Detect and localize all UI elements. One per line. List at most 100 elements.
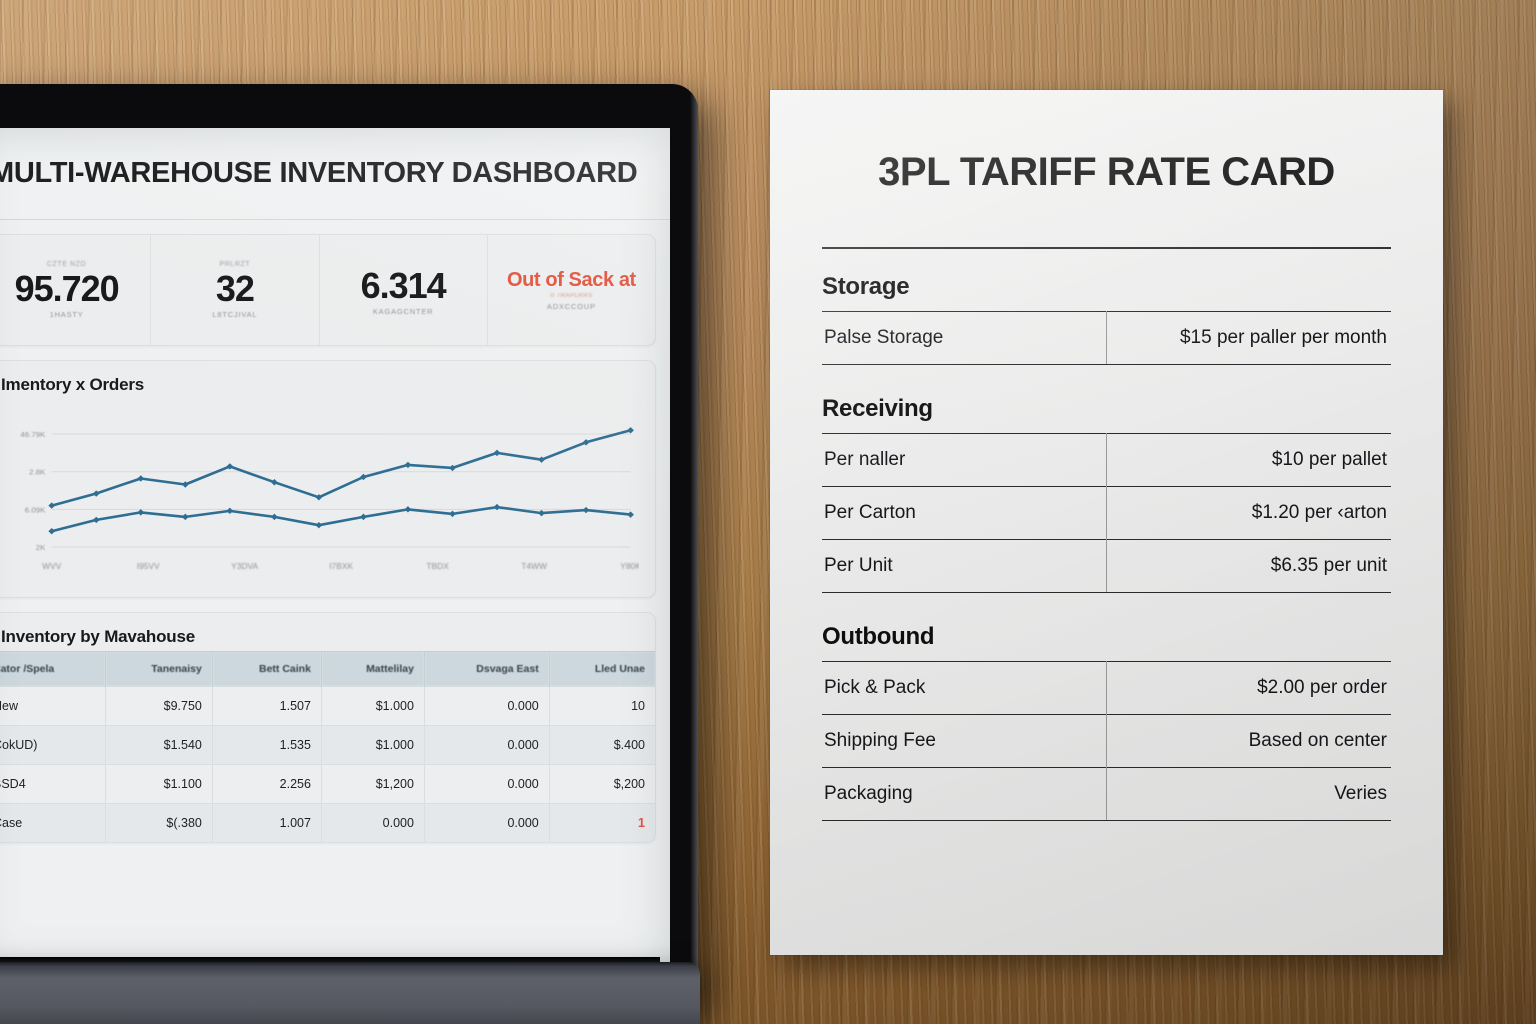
table-column-header[interactable]: Lled Unae <box>549 651 655 687</box>
table-column-header[interactable]: Cator /Spela <box>0 651 106 687</box>
chart-line <box>51 505 631 533</box>
kpi-value: 95.720 <box>14 268 120 309</box>
chart-data-point <box>92 516 100 524</box>
svg-text:6.09K: 6.09K <box>25 506 46 515</box>
page-title: MULTI-WAREHOUSE INVENTORY DASHBOARD <box>0 157 638 189</box>
table-cell: BSD4 <box>0 764 106 804</box>
rate-card-title: 3PL TARIFF RATE CARD <box>878 150 1335 194</box>
kpi-value: 6.314 <box>360 264 447 306</box>
chart-data-point <box>493 503 501 511</box>
kpi-caption: PRLRZT <box>219 261 251 268</box>
rate-section-heading: Outbound <box>822 623 935 650</box>
rate-row: Per naller $10 per pallet <box>822 433 1391 487</box>
line-chart[interactable]: 46.79K 2.8K 6.09K 2K WVV I95VV Y3DVA I7BXK TBDX… <box>0 401 639 587</box>
table-cell: $1.000 <box>321 686 425 726</box>
table-cell: 0.000 <box>424 803 550 842</box>
chart-svg: 46.79K 2.8K 6.09K 2K WVV I95VV Y3DVA I7BXK TBDX… <box>20 427 639 571</box>
kpi-card-orders[interactable]: 6.314 KAGAGCNTER <box>320 235 488 345</box>
chart-data-point <box>226 463 234 470</box>
rate-value: $1.20 per ‹arton <box>1106 486 1391 540</box>
table-column-header[interactable]: Mattelilay <box>321 651 425 687</box>
rate-label: Per Unit <box>822 539 1107 593</box>
chart-series-group <box>48 427 634 535</box>
table-column-header[interactable]: Bett Caink <box>212 651 322 687</box>
chart-data-point <box>315 521 323 529</box>
chart-data-point <box>582 439 590 446</box>
kpi-caption: CZTE NZD <box>46 261 87 268</box>
kpi-value: 32 <box>215 268 255 309</box>
kpi-card-out-of-stock[interactable]: Out of Sack at II 7RAPLRRS ADXCCOUP <box>488 235 655 345</box>
rate-row: Packaging Veries <box>822 767 1391 821</box>
rate-value: Based on center <box>1106 714 1391 768</box>
table-cell: $1.540 <box>105 725 213 765</box>
rate-value: $2.00 per order <box>1106 661 1391 715</box>
chart-data-point <box>493 449 501 457</box>
chart-card: Imentory x Orders 46.79K 2.8K 6.09K 2K WVV I… <box>0 360 656 598</box>
chart-y-axis-labels: 46.79K 2.8K 6.09K 2K <box>20 430 46 552</box>
table-cell: 1 <box>549 803 655 842</box>
svg-text:I7BXK: I7BXK <box>329 562 353 571</box>
table-cell: 0.000 <box>321 803 425 842</box>
laptop-screen: MULTI-WAREHOUSE INVENTORY DASHBOARD CZTE… <box>0 128 670 973</box>
table-cell: $1.100 <box>105 764 213 804</box>
table-cell: Case <box>0 803 106 842</box>
title-divider <box>822 247 1391 249</box>
inventory-table-card: Inventory by Mavahouse Cator /SpelaTanen… <box>0 612 656 843</box>
laptop-device: MULTI-WAREHOUSE INVENTORY DASHBOARD CZTE… <box>0 84 698 984</box>
kpi-card-total-units[interactable]: CZTE NZD 95.720 1HASTY <box>0 235 152 345</box>
chart-data-point <box>48 502 56 509</box>
svg-text:TBDX: TBDX <box>426 562 449 571</box>
rate-row: Shipping Fee Based on center <box>822 714 1391 768</box>
rate-label: Shipping Fee <box>822 714 1107 768</box>
table-cell: 0.000 <box>424 686 550 726</box>
kpi-sublabel: ADXCCOUP <box>546 301 596 311</box>
svg-text:WVV: WVV <box>42 562 62 571</box>
rate-value: Veries <box>1106 767 1391 821</box>
kpi-sublabel: KAGAGCNTER <box>372 306 434 316</box>
svg-text:46.79K: 46.79K <box>20 430 46 439</box>
table-cell: $1,200 <box>321 764 425 804</box>
dashboard-header: MULTI-WAREHOUSE INVENTORY DASHBOARD <box>0 128 670 220</box>
laptop-base <box>0 962 700 1024</box>
rate-table: Pick & Pack $2.00 per order Shipping Fee Ba… <box>822 661 1391 821</box>
svg-text:2.8K: 2.8K <box>29 468 46 477</box>
chart-data-point <box>181 513 189 521</box>
svg-text:I95VV: I95VV <box>137 562 160 571</box>
table-cell: $1.000 <box>321 725 425 765</box>
table-cell: 0.000 <box>424 764 550 804</box>
rate-row: Per Unit $6.35 per unit <box>822 539 1391 593</box>
table-column-header[interactable]: Dsvaga East <box>424 651 550 687</box>
rate-table: Per naller $10 per pallet Per Carton $1.20 … <box>822 433 1391 593</box>
rate-value: $10 per pallet <box>1106 433 1391 487</box>
svg-text:Y3DVA: Y3DVA <box>231 562 258 571</box>
rate-table: Palse Storage $15 per paller per month <box>822 311 1391 365</box>
rate-value: $6.35 per unit <box>1106 539 1391 593</box>
table-cell: New <box>0 686 106 726</box>
chart-data-point <box>48 527 56 535</box>
svg-text:2K: 2K <box>36 543 47 552</box>
chart-data-point <box>582 506 590 514</box>
rate-label: Palse Storage <box>822 311 1107 365</box>
rate-card-paper: 3PL TARIFF RATE CARD Storage Palse Storag… <box>770 90 1443 955</box>
chart-data-point <box>360 513 367 521</box>
kpi-card-locations[interactable]: PRLRZT 32 L8TCJIVAL <box>151 235 320 345</box>
rate-label: Packaging <box>822 767 1107 821</box>
chart-data-point <box>92 490 100 497</box>
chart-data-point <box>270 513 278 521</box>
rate-section-heading: Receiving <box>822 395 933 422</box>
table-column-header[interactable]: Tanenaisy <box>105 651 213 687</box>
chart-data-point <box>449 464 456 472</box>
svg-text:Y80K: Y80K <box>620 562 639 571</box>
rate-row: Pick & Pack $2.00 per order <box>822 661 1391 715</box>
kpi-sublabel: L8TCJIVAL <box>212 310 258 319</box>
chart-gridlines <box>51 433 631 548</box>
table-cell: 1.007 <box>212 803 322 842</box>
chart-data-point <box>226 507 234 515</box>
chart-data-point <box>270 479 278 486</box>
